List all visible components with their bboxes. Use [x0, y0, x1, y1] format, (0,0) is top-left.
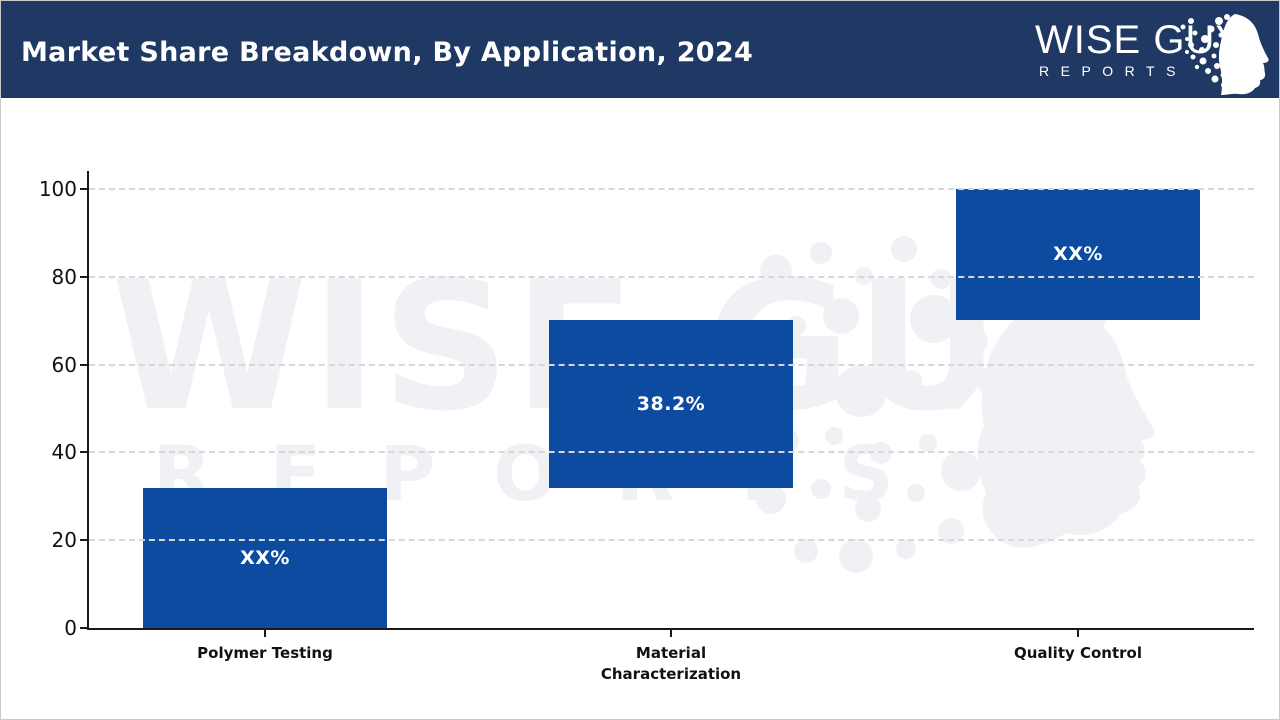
bar: XX%: [956, 189, 1200, 320]
gridline: [89, 539, 1254, 542]
gridline: [89, 188, 1254, 190]
x-axis-category-label: Polymer Testing: [197, 644, 333, 662]
brand-wordmark-sub: REPORTS: [1039, 63, 1187, 79]
y-axis-tick: [80, 363, 87, 366]
y-axis-tick: [80, 451, 87, 454]
y-axis-tick-label: 0: [64, 616, 77, 640]
x-axis-tick: [264, 630, 266, 637]
y-axis-tick-label: 20: [51, 528, 77, 553]
y-axis-spine: [87, 171, 89, 630]
y-axis-tick: [80, 188, 87, 190]
gridline: [89, 275, 1254, 278]
brand-head-icon: [1180, 14, 1269, 95]
brand-logo: WISE GUY REPORTS: [1023, 5, 1273, 95]
chart-title: Market Share Breakdown, By Application, …: [21, 37, 754, 68]
header: Market Share Breakdown, By Application, …: [1, 1, 1279, 98]
y-axis-tick-label: 40: [51, 440, 77, 465]
bar-value-label: XX%: [240, 546, 290, 569]
gridline: [89, 363, 1254, 366]
bar: 38.2%: [549, 319, 793, 488]
x-axis-category-label: Quality Control: [1013, 644, 1142, 662]
x-axis-tick: [1077, 630, 1079, 637]
x-axis-spine: [87, 628, 1254, 630]
y-axis-tick: [80, 627, 87, 629]
gridline: [89, 451, 1254, 454]
x-axis-category-label: Material Characterization: [600, 644, 742, 683]
y-axis-tick-label: 100: [38, 177, 77, 201]
bar-value-label: XX%: [1053, 243, 1103, 266]
bar-value-label: 38.2%: [636, 392, 706, 415]
y-axis-tick: [80, 275, 87, 278]
chart-area: WISE GUY REPORTS: [1, 98, 1279, 719]
y-axis-tick-label: 60: [51, 352, 77, 377]
bar: XX%: [143, 487, 387, 628]
x-axis-tick: [670, 630, 672, 637]
y-axis-tick: [80, 539, 87, 542]
y-axis-tick-label: 80: [51, 264, 77, 289]
